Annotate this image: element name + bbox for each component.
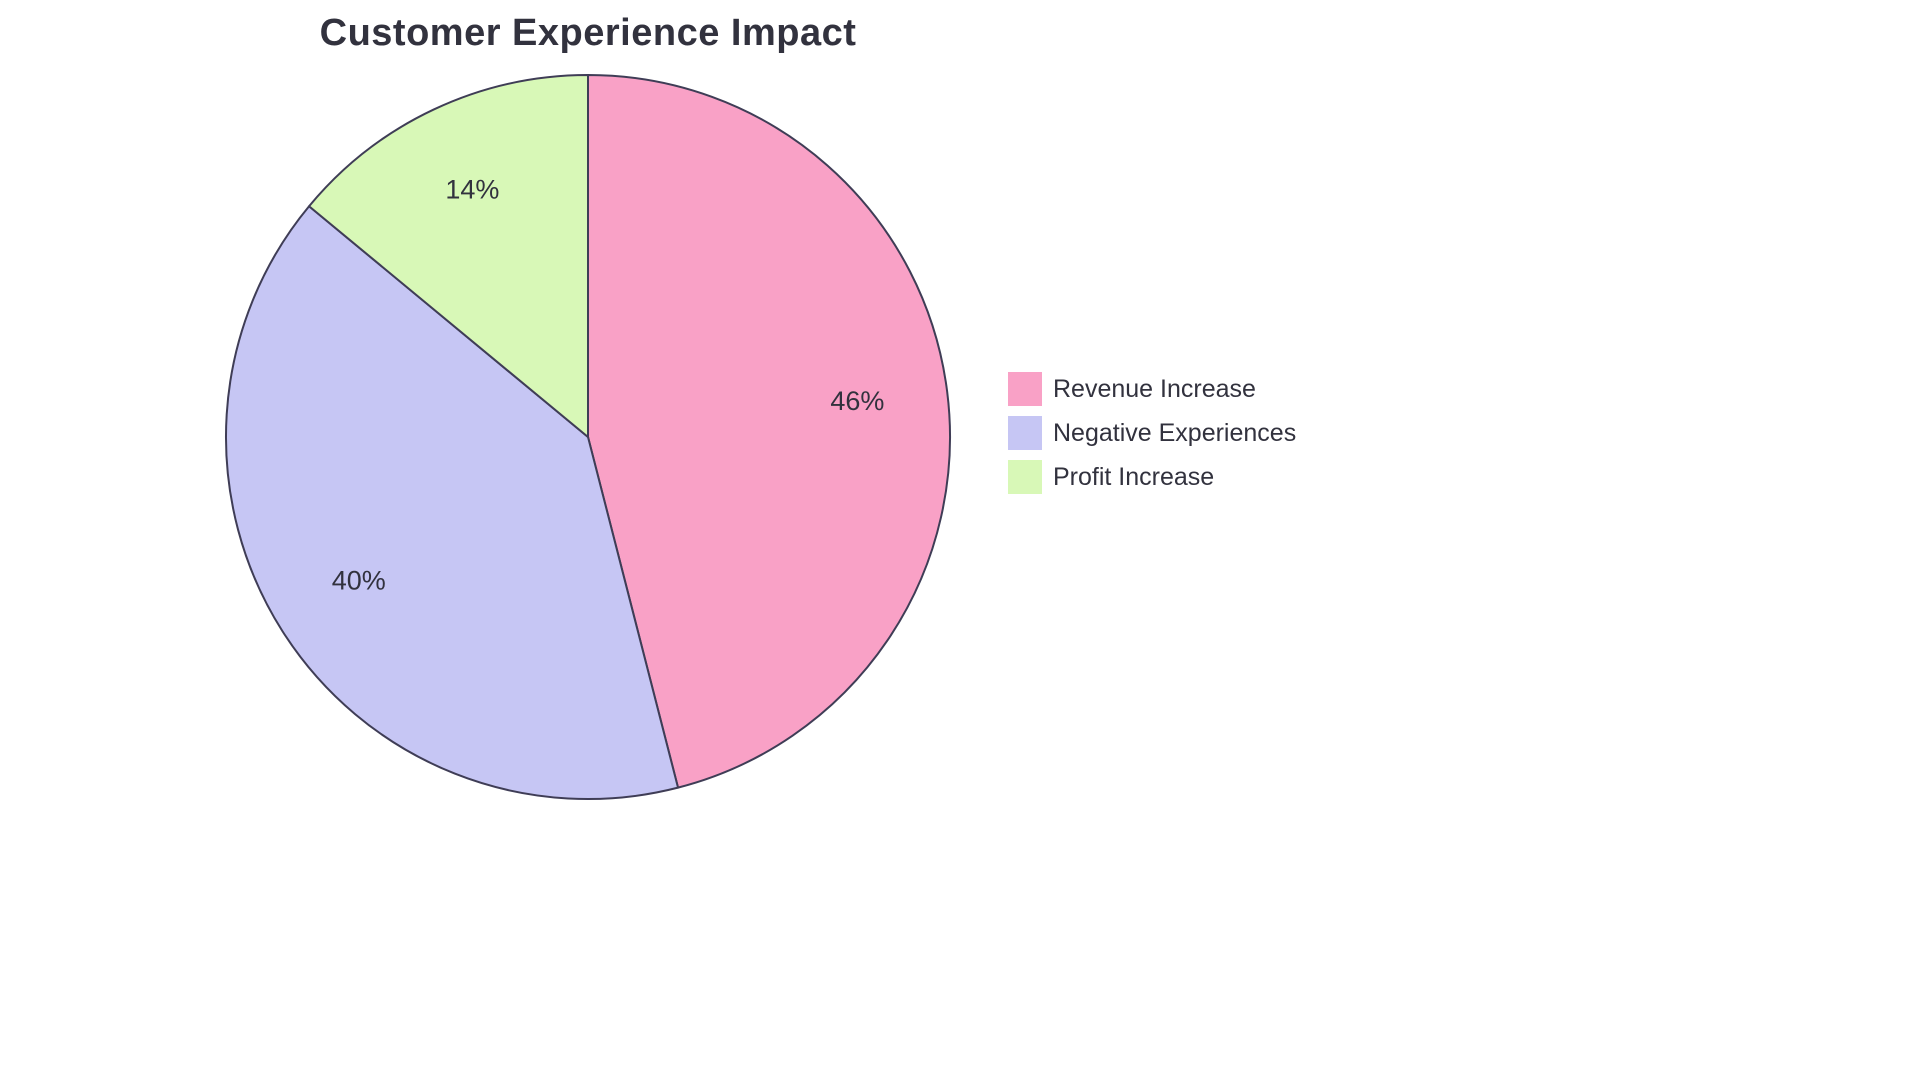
pie-slice-label-profit-increase: 14% — [445, 174, 499, 204]
legend-item-negative-experiences[interactable]: Negative Experiences — [1008, 416, 1296, 450]
pie-slice-label-revenue-increase: 46% — [830, 386, 884, 416]
pie-slice-label-negative-experiences: 40% — [332, 566, 386, 596]
pie-slice-negative-experiences[interactable] — [224, 205, 680, 800]
legend-item-revenue-increase[interactable]: Revenue Increase — [1008, 372, 1296, 406]
legend-swatch-profit-increase — [1008, 460, 1042, 494]
pie-slice-revenue-increase[interactable] — [587, 74, 952, 789]
pie-slice-profit-increase[interactable] — [308, 74, 589, 438]
legend-item-profit-increase[interactable]: Profit Increase — [1008, 460, 1296, 494]
legend: Revenue Increase Negative Experiences Pr… — [1008, 372, 1296, 494]
legend-swatch-revenue-increase — [1008, 372, 1042, 406]
legend-label-negative-experiences: Negative Experiences — [1053, 418, 1297, 447]
legend-label-profit-increase: Profit Increase — [1053, 462, 1215, 491]
legend-swatch-negative-experiences — [1008, 416, 1042, 450]
chart-title: Customer Experience Impact — [319, 12, 857, 54]
legend-label-revenue-increase: Revenue Increase — [1053, 374, 1256, 403]
